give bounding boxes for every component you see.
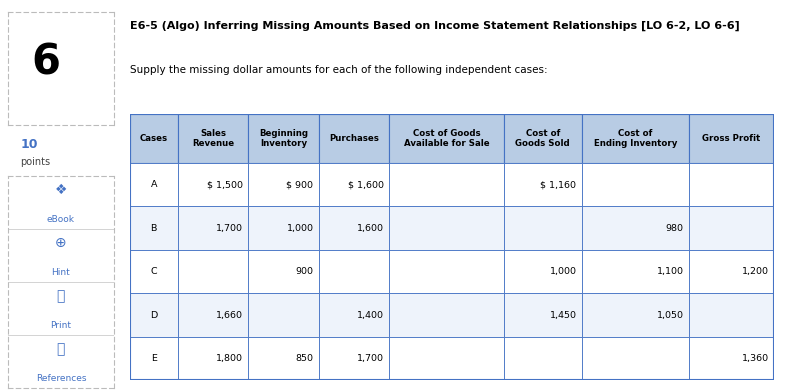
Bar: [689, 163, 774, 207]
Bar: [582, 114, 689, 163]
Bar: [689, 207, 774, 250]
Bar: [178, 250, 248, 293]
Text: 1,450: 1,450: [549, 310, 576, 319]
Bar: [130, 250, 178, 293]
Text: References: References: [35, 374, 86, 383]
Bar: [689, 337, 774, 380]
Bar: [318, 250, 389, 293]
Bar: [318, 337, 389, 380]
Text: E6-5 (Algo) Inferring Missing Amounts Based on Income Statement Relationships [L: E6-5 (Algo) Inferring Missing Amounts Ba…: [130, 20, 740, 31]
Text: A: A: [150, 180, 157, 189]
Text: 980: 980: [666, 224, 684, 233]
Bar: [318, 207, 389, 250]
Text: 1,800: 1,800: [216, 354, 243, 363]
Text: 1,660: 1,660: [216, 310, 243, 319]
Bar: [504, 207, 582, 250]
Text: $ 900: $ 900: [286, 180, 314, 189]
Bar: [689, 114, 774, 163]
Bar: [582, 293, 689, 337]
Text: ⊕: ⊕: [55, 236, 67, 250]
Text: Beginning
Inventory: Beginning Inventory: [259, 129, 308, 148]
Text: $ 1,600: $ 1,600: [348, 180, 384, 189]
Bar: [130, 337, 178, 380]
Bar: [130, 293, 178, 337]
Bar: [582, 163, 689, 207]
Text: Supply the missing dollar amounts for each of the following independent cases:: Supply the missing dollar amounts for ea…: [130, 65, 547, 75]
Text: D: D: [150, 310, 157, 319]
Text: 1,400: 1,400: [357, 310, 384, 319]
Bar: [389, 293, 504, 337]
Bar: [389, 337, 504, 380]
Text: 10: 10: [20, 138, 38, 151]
Text: Gross Profit: Gross Profit: [703, 134, 761, 143]
Text: ❖: ❖: [55, 183, 67, 197]
Text: C: C: [150, 267, 157, 276]
Bar: [130, 163, 178, 207]
Bar: [248, 293, 318, 337]
Bar: [318, 163, 389, 207]
Bar: [504, 293, 582, 337]
Bar: [178, 293, 248, 337]
Bar: [504, 250, 582, 293]
Text: B: B: [151, 224, 157, 233]
Text: 1,600: 1,600: [357, 224, 384, 233]
Text: Cost of Goods
Available for Sale: Cost of Goods Available for Sale: [403, 129, 489, 148]
Text: Hint: Hint: [52, 268, 70, 277]
Text: $ 1,160: $ 1,160: [541, 180, 576, 189]
Bar: [318, 293, 389, 337]
Bar: [389, 207, 504, 250]
Text: 1,100: 1,100: [657, 267, 684, 276]
Text: Sales
Revenue: Sales Revenue: [192, 129, 234, 148]
Bar: [582, 207, 689, 250]
Bar: [389, 250, 504, 293]
Text: ⎙: ⎙: [57, 289, 65, 303]
Bar: [248, 207, 318, 250]
Bar: [504, 114, 582, 163]
Bar: [318, 114, 389, 163]
Bar: [582, 250, 689, 293]
Text: eBook: eBook: [47, 215, 75, 224]
Bar: [248, 114, 318, 163]
Bar: [689, 250, 774, 293]
Bar: [130, 207, 178, 250]
Text: Cost of
Ending Inventory: Cost of Ending Inventory: [593, 129, 677, 148]
Text: 1,000: 1,000: [286, 224, 314, 233]
Text: $ 1,500: $ 1,500: [207, 180, 243, 189]
Text: 1,700: 1,700: [216, 224, 243, 233]
Text: Print: Print: [50, 321, 72, 330]
Bar: [178, 207, 248, 250]
Bar: [178, 337, 248, 380]
Bar: [248, 163, 318, 207]
Bar: [248, 337, 318, 380]
Bar: [389, 114, 504, 163]
Bar: [582, 337, 689, 380]
Text: points: points: [20, 157, 51, 167]
Bar: [389, 163, 504, 207]
Text: 1,050: 1,050: [657, 310, 684, 319]
Bar: [504, 163, 582, 207]
Text: 1,360: 1,360: [742, 354, 769, 363]
Text: Cost of
Goods Sold: Cost of Goods Sold: [516, 129, 570, 148]
Bar: [178, 163, 248, 207]
Text: 850: 850: [296, 354, 314, 363]
Text: Cases: Cases: [140, 134, 168, 143]
Bar: [504, 337, 582, 380]
Text: E: E: [151, 354, 156, 363]
Bar: [178, 114, 248, 163]
Text: 1,200: 1,200: [742, 267, 769, 276]
Text: ⎘: ⎘: [57, 342, 65, 356]
Text: 900: 900: [296, 267, 314, 276]
Text: 1,700: 1,700: [357, 354, 384, 363]
Text: 6: 6: [31, 42, 61, 84]
Text: 1,000: 1,000: [549, 267, 576, 276]
Bar: [130, 114, 178, 163]
Bar: [248, 250, 318, 293]
Text: Purchases: Purchases: [329, 134, 379, 143]
Bar: [689, 293, 774, 337]
